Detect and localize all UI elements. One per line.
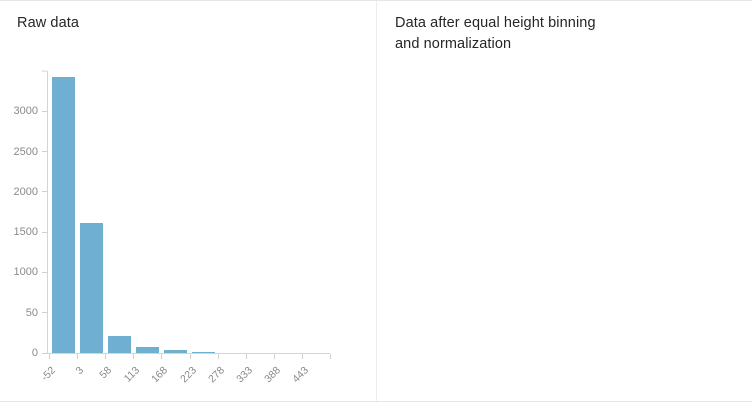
y-axis-tick-mark: [42, 271, 47, 273]
y-axis-tick-mark: [42, 191, 47, 193]
y-axis-tick-label: 3000: [13, 105, 38, 118]
bar: [163, 350, 187, 353]
y-axis-ticks: 0 50 1000 1500 2000 2500 3000: [14, 70, 330, 359]
raw-data-panel: Raw data 0 50 1000 1500 2000 2500 3000 -52 3 58 1…: [0, 1, 376, 401]
y-axis-top-cap: [38, 70, 47, 72]
raw-data-title: Raw data: [17, 15, 80, 31]
y-axis-tick-label: 2000: [13, 185, 38, 198]
y-axis-tick-label: 50: [25, 306, 38, 319]
y-axis-tick: 1000: [14, 266, 47, 278]
x-axis-tick-mark: [189, 354, 191, 359]
bar: [107, 335, 131, 353]
y-axis-tick-label: 1000: [13, 266, 38, 279]
chart-page: Raw data 0 50 1000 1500 2000 2500 3000 -52 3 58 1…: [0, 0, 752, 402]
y-axis-line: [47, 71, 48, 354]
x-axis-tick-mark: [49, 354, 50, 359]
bar-series: [47, 71, 330, 354]
x-axis-line: [47, 353, 330, 354]
x-axis-ticks: -52 3 58 113 168 223 278 333 388 443: [39, 71, 331, 385]
y-axis-tick-mark: [42, 110, 47, 112]
y-axis-tick-label: 1500: [13, 226, 38, 239]
binned-data-title: Data after equal height binning and norm…: [395, 15, 596, 52]
binned-data-panel: Data after equal height binning and norm…: [376, 1, 752, 401]
y-axis-tick-label: 0: [31, 347, 38, 359]
bar: [192, 352, 216, 353]
x-axis-tick-mark: [77, 354, 79, 359]
y-axis-tick: 1500: [14, 226, 47, 238]
x-axis-tick-mark: [330, 354, 331, 359]
y-axis-tick: 2000: [14, 186, 47, 198]
y-axis-tick-label: 2500: [13, 145, 38, 158]
x-axis-tick-mark: [217, 354, 219, 359]
bar: [135, 347, 159, 353]
y-axis-tick: 0: [32, 347, 47, 359]
bar: [51, 76, 75, 353]
y-axis-tick-mark: [42, 151, 47, 153]
y-axis-tick: 50: [26, 307, 47, 319]
x-axis-tick-mark: [245, 354, 247, 359]
y-axis-tick: 3000: [14, 105, 47, 117]
y-axis-tick: 2500: [14, 146, 47, 158]
raw-data-plot: 0 50 1000 1500 2000 2500 3000 -52 3 58 113 168 223 2…: [14, 70, 331, 385]
y-axis-tick-mark: [42, 231, 47, 233]
bar: [79, 222, 103, 353]
x-axis-tick-mark: [133, 354, 135, 359]
x-axis-tick-mark: [105, 354, 107, 359]
x-axis-tick-mark: [273, 354, 275, 359]
x-axis-tick-mark: [161, 354, 163, 359]
x-axis-tick-mark: [301, 354, 303, 359]
y-axis-tick-mark: [42, 352, 47, 354]
y-axis-tick-mark: [42, 312, 47, 314]
y-axis-tick-mark: [42, 70, 47, 72]
